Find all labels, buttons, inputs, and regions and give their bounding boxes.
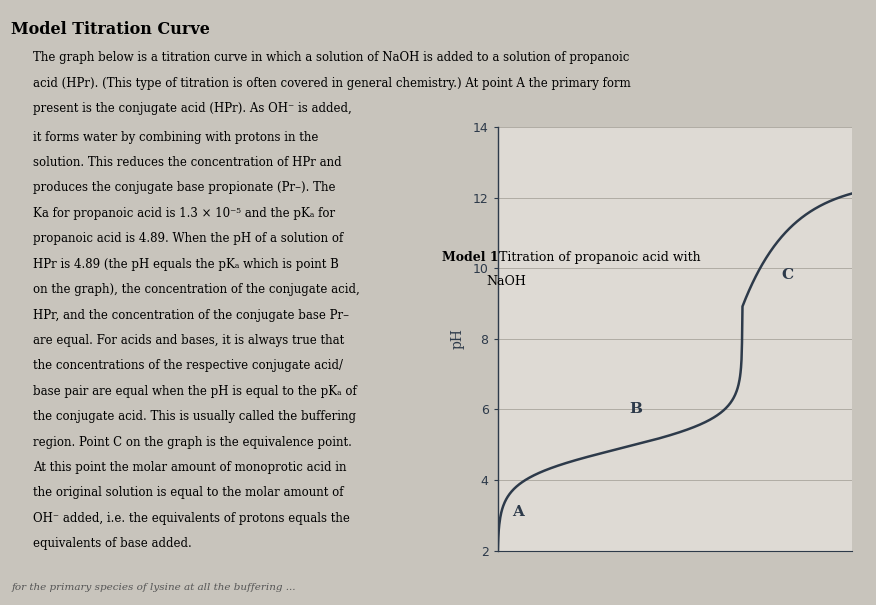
Text: propanoic acid is 4.89. When the pH of a solution of: propanoic acid is 4.89. When the pH of a… (33, 232, 343, 245)
Text: on the graph), the concentration of the conjugate acid,: on the graph), the concentration of the … (33, 283, 360, 296)
Text: Ka for propanoic acid is 1.3 × 10⁻⁵ and the pKₐ for: Ka for propanoic acid is 1.3 × 10⁻⁵ and … (33, 207, 336, 220)
Text: Model 1: Model 1 (442, 251, 499, 264)
Text: OH⁻ added, i.e. the equivalents of protons equals the: OH⁻ added, i.e. the equivalents of proto… (33, 512, 350, 525)
Text: C: C (781, 268, 794, 283)
Text: HPr, and the concentration of the conjugate base Pr–: HPr, and the concentration of the conjug… (33, 309, 350, 321)
Text: The graph below is a titration curve in which a solution of NaOH is added to a s: The graph below is a titration curve in … (33, 51, 630, 64)
Text: Titration of propanoic acid with: Titration of propanoic acid with (491, 251, 700, 264)
Text: equivalents of base added.: equivalents of base added. (33, 537, 192, 550)
Text: NaOH: NaOH (486, 275, 526, 288)
Text: it forms water by combining with protons in the: it forms water by combining with protons… (33, 131, 319, 143)
Text: the original solution is equal to the molar amount of: the original solution is equal to the mo… (33, 486, 343, 499)
Text: Model Titration Curve: Model Titration Curve (11, 21, 210, 38)
Text: present is the conjugate acid (HPr). As OH⁻ is added,: present is the conjugate acid (HPr). As … (33, 102, 352, 115)
Text: A: A (512, 505, 524, 518)
Y-axis label: pH: pH (450, 329, 464, 349)
Text: HPr is 4.89 (the pH equals the pKₐ which is point B: HPr is 4.89 (the pH equals the pKₐ which… (33, 258, 339, 270)
Text: for the primary species of lysine at all the buffering ...: for the primary species of lysine at all… (11, 583, 296, 592)
Text: produces the conjugate base propionate (Pr–). The: produces the conjugate base propionate (… (33, 182, 336, 194)
Text: region. Point C on the graph is the equivalence point.: region. Point C on the graph is the equi… (33, 436, 352, 448)
Text: At this point the molar amount of monoprotic acid in: At this point the molar amount of monopr… (33, 461, 347, 474)
Text: base pair are equal when the pH is equal to the pKₐ of: base pair are equal when the pH is equal… (33, 385, 357, 397)
Text: B: B (629, 402, 642, 416)
Text: the concentrations of the respective conjugate acid/: the concentrations of the respective con… (33, 359, 343, 372)
Text: solution. This reduces the concentration of HPr and: solution. This reduces the concentration… (33, 156, 342, 169)
Text: are equal. For acids and bases, it is always true that: are equal. For acids and bases, it is al… (33, 334, 344, 347)
Text: the conjugate acid. This is usually called the buffering: the conjugate acid. This is usually call… (33, 410, 357, 423)
Text: acid (HPr). (This type of titration is often covered in general chemistry.) At p: acid (HPr). (This type of titration is o… (33, 77, 631, 90)
